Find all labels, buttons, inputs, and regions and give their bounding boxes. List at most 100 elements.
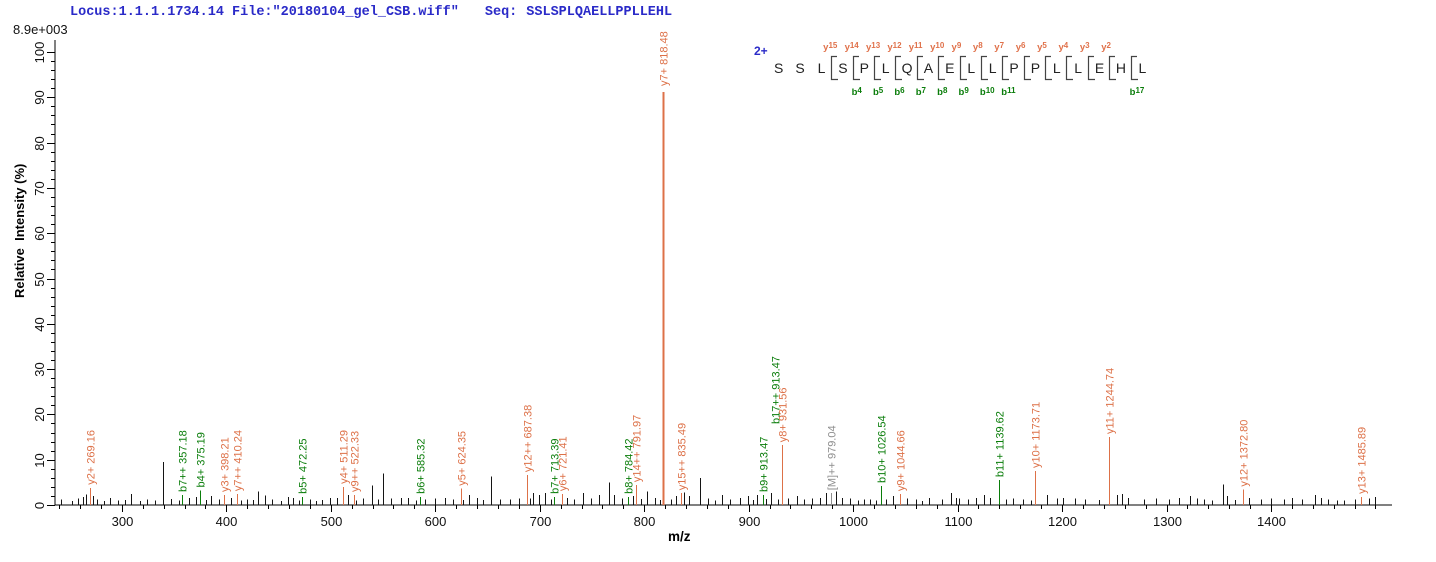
b-ion-ladder-label: b6 bbox=[894, 86, 905, 98]
svg-text:1300: 1300 bbox=[1153, 514, 1182, 529]
ladder-residue-cell: y3 E bbox=[1080, 41, 1110, 104]
peak-label: y7+ 818.48 bbox=[659, 31, 671, 86]
svg-text:20: 20 bbox=[32, 407, 47, 421]
b-ion-ladder-label: b9 bbox=[958, 86, 969, 98]
svg-text:0: 0 bbox=[32, 502, 47, 509]
residue-letter: A bbox=[923, 60, 934, 76]
ladder-residue-cell: y6 P bbox=[1016, 41, 1046, 104]
y-ion-ladder-label: y10 bbox=[930, 41, 945, 53]
cleavage-bracket-icon bbox=[1044, 55, 1053, 81]
peak-label: y7++ 410.24 bbox=[233, 430, 245, 491]
b-ion-ladder-label: b17 bbox=[1129, 86, 1145, 98]
residue-letter: L bbox=[817, 60, 826, 76]
peak-label: y9++ 522.33 bbox=[350, 431, 362, 492]
residue-letter: L bbox=[881, 60, 890, 76]
residue-letter: L bbox=[967, 60, 976, 76]
svg-text:800: 800 bbox=[634, 514, 656, 529]
cleavage-bracket-icon bbox=[895, 55, 903, 81]
cleavage-bracket-icon bbox=[980, 55, 988, 81]
residue-letter: L bbox=[988, 60, 997, 76]
y-ion-ladder-label: y12 bbox=[887, 41, 902, 53]
peak-label-stacked: b17++ 913.47 bbox=[771, 356, 783, 424]
cleavage-bracket-icon bbox=[1023, 55, 1031, 81]
peak-label: y3+ 398.21 bbox=[220, 437, 232, 492]
peak-label: b9+ 913.47 bbox=[759, 437, 771, 492]
ladder-residue-cell: y5 L bbox=[1037, 41, 1067, 104]
svg-text:1200: 1200 bbox=[1048, 514, 1077, 529]
cleavage-bracket-icon bbox=[831, 55, 839, 81]
b-ion-ladder-label: b11 bbox=[1001, 86, 1016, 98]
b-ion-ladder-label: b4 bbox=[851, 86, 862, 98]
residue-letter: E bbox=[945, 60, 955, 76]
svg-text:30: 30 bbox=[32, 362, 47, 376]
locus-file-label: Locus:1.1.1.1734.14 File:"20180104_gel_C… bbox=[70, 5, 459, 20]
seq-label: Seq: bbox=[484, 5, 518, 20]
cleavage-bracket-icon bbox=[938, 55, 946, 81]
cleavage-bracket-icon bbox=[1109, 55, 1117, 81]
x-axis-title: m/z bbox=[668, 529, 691, 544]
peak-label: b11+ 1139.62 bbox=[995, 411, 1007, 477]
y-ion-ladder-label: y14 bbox=[844, 41, 859, 53]
b-ion-ladder-label: b10 bbox=[979, 86, 995, 98]
cleavage-bracket-icon bbox=[959, 55, 967, 81]
peak-label: y9+ 1044.66 bbox=[896, 430, 908, 491]
ladder-residue-cell: S bbox=[789, 42, 810, 104]
axis-lines bbox=[54, 40, 1392, 506]
residue-letter: Q bbox=[901, 60, 913, 76]
peak-label: y10+ 1173.71 bbox=[1031, 402, 1043, 468]
peptide-sequence-text: SSLSPLQAELLPPLLEHL bbox=[526, 5, 673, 20]
b-ion-ladder-label: b5 bbox=[872, 86, 884, 98]
y-ion-ladder-label: y8 bbox=[972, 41, 983, 53]
y-ion-ladder-label: y11 bbox=[908, 41, 923, 53]
residue-letter: H bbox=[1115, 60, 1126, 76]
svg-text:1000: 1000 bbox=[839, 514, 868, 529]
y-ion-ladder-label: y15 bbox=[823, 41, 838, 53]
peak-label: [M]++ 979.04 bbox=[827, 425, 839, 490]
y-ion-ladder-label: y4 bbox=[1058, 41, 1069, 53]
peak-label: y15++ 835.49 bbox=[677, 423, 689, 490]
residue-letter: L bbox=[1138, 60, 1147, 76]
cleavage-bracket-icon bbox=[1130, 55, 1138, 81]
peak-label: y14++ 791.97 bbox=[632, 415, 644, 482]
peak-label: y12+ 1372.80 bbox=[1239, 420, 1251, 487]
peak-label: y12++ 687.38 bbox=[523, 405, 535, 472]
ladder-residue-cell: y4 L bbox=[1058, 41, 1088, 104]
y-ion-ladder-label: y5 bbox=[1037, 41, 1047, 53]
peak-label: y6+ 721.41 bbox=[558, 436, 570, 491]
b-ion-ladder-label: b7 bbox=[915, 86, 926, 98]
peak-label: b6+ 585.32 bbox=[416, 438, 428, 493]
residue-letter: S bbox=[838, 60, 848, 76]
peak-label: y4+ 511.29 bbox=[339, 430, 351, 484]
annotated-peaks: y2+ 269.16 b7++ 357.18 b4+ 375.19 y3+ 398.2… bbox=[86, 31, 1369, 505]
y-ion-ladder-label: y3 bbox=[1079, 41, 1090, 53]
peak-label: y8+ 931.56 bbox=[778, 387, 790, 442]
cleavage-bracket-icon bbox=[852, 55, 860, 81]
y-ion-ladder-label: y13 bbox=[865, 41, 881, 53]
y-ion-ladder-label: y6 bbox=[1015, 41, 1026, 53]
svg-text:80: 80 bbox=[32, 136, 47, 150]
noise-peaks bbox=[61, 461, 1376, 505]
peak-label: b7+ 713.39 bbox=[550, 438, 562, 493]
residue-letter: P bbox=[1030, 60, 1041, 76]
residue-letter: L bbox=[1074, 60, 1083, 76]
peak-label: y2+ 269.16 bbox=[86, 430, 98, 485]
ladder-residue-cell: y15 S bbox=[823, 41, 853, 104]
svg-text:10: 10 bbox=[32, 453, 47, 467]
ladder-residue-cell: y2 H bbox=[1101, 41, 1131, 104]
residue-letter: S bbox=[795, 60, 805, 76]
ladder-residue-cell: S bbox=[768, 42, 789, 104]
svg-text:900: 900 bbox=[739, 514, 761, 529]
b-ion-ladder-label: b8 bbox=[937, 86, 948, 98]
